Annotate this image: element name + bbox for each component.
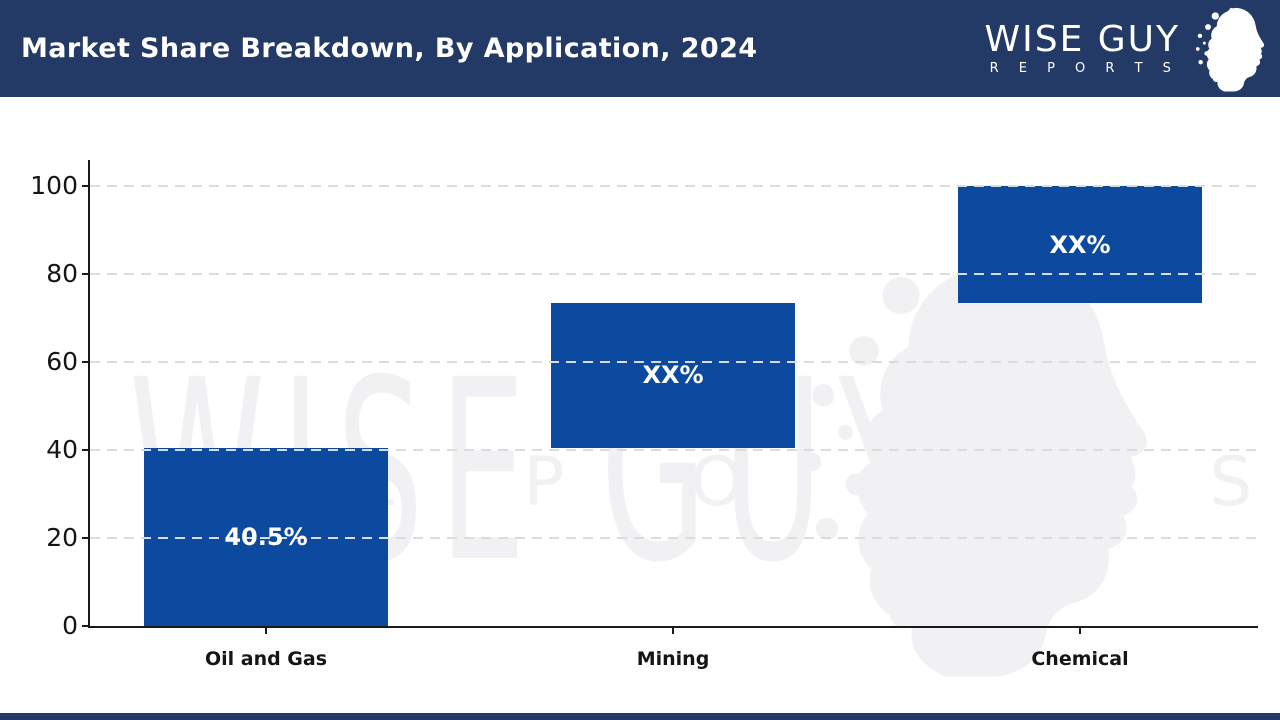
bar-value-label: XX% — [642, 361, 704, 390]
watermark-face-icon — [802, 254, 1147, 677]
brand-face-icon — [1195, 7, 1265, 92]
gridline-100 — [90, 185, 1256, 187]
y-tick — [82, 185, 90, 187]
bar-mining — [551, 303, 795, 448]
y-axis-tick-label: 80 — [46, 259, 78, 288]
page-title: Market Share Breakdown, By Application, … — [21, 33, 758, 64]
y-tick — [82, 361, 90, 363]
y-tick — [82, 273, 90, 275]
x-axis-label-3: Chemical — [1031, 648, 1129, 670]
brand-name: WISE GUY — [984, 19, 1180, 61]
x-tick — [1079, 626, 1081, 634]
y-tick — [82, 449, 90, 451]
bar-value-label: 40.5% — [224, 522, 308, 551]
brand-subtitle: R E P O R T S — [989, 60, 1179, 76]
bar-oil-and-gas — [144, 447, 388, 626]
x-axis-line — [88, 626, 1258, 628]
y-axis-tick-label: 40 — [46, 435, 78, 464]
y-axis-tick-label: 20 — [46, 523, 78, 552]
x-tick — [265, 626, 267, 634]
header-bar: Market Share Breakdown, By Application, … — [0, 0, 1280, 97]
y-axis-tick-label: 60 — [46, 347, 78, 376]
y-tick — [82, 537, 90, 539]
chart-canvas: WISE GUY R E P O R T S 40.5% Oil and Gas X… — [0, 97, 1280, 713]
y-axis-line — [88, 160, 90, 628]
gridline-80 — [90, 273, 1256, 275]
bar-chemical — [958, 186, 1202, 304]
x-axis-label-1: Oil and Gas — [204, 648, 328, 670]
gridline-40 — [90, 449, 1256, 451]
y-axis-tick-label: 100 — [30, 171, 78, 200]
gridline-60 — [90, 361, 1256, 363]
y-axis-tick-label: 0 — [62, 611, 78, 640]
x-axis-label-2: Mining — [636, 648, 710, 670]
brand-logo: WISE GUY R E P O R T S — [985, 0, 1280, 97]
x-tick — [672, 626, 674, 634]
footer-bar — [0, 713, 1280, 720]
bar-value-label: XX% — [1049, 230, 1111, 259]
gridline-20 — [90, 537, 1256, 539]
y-tick — [82, 625, 90, 627]
